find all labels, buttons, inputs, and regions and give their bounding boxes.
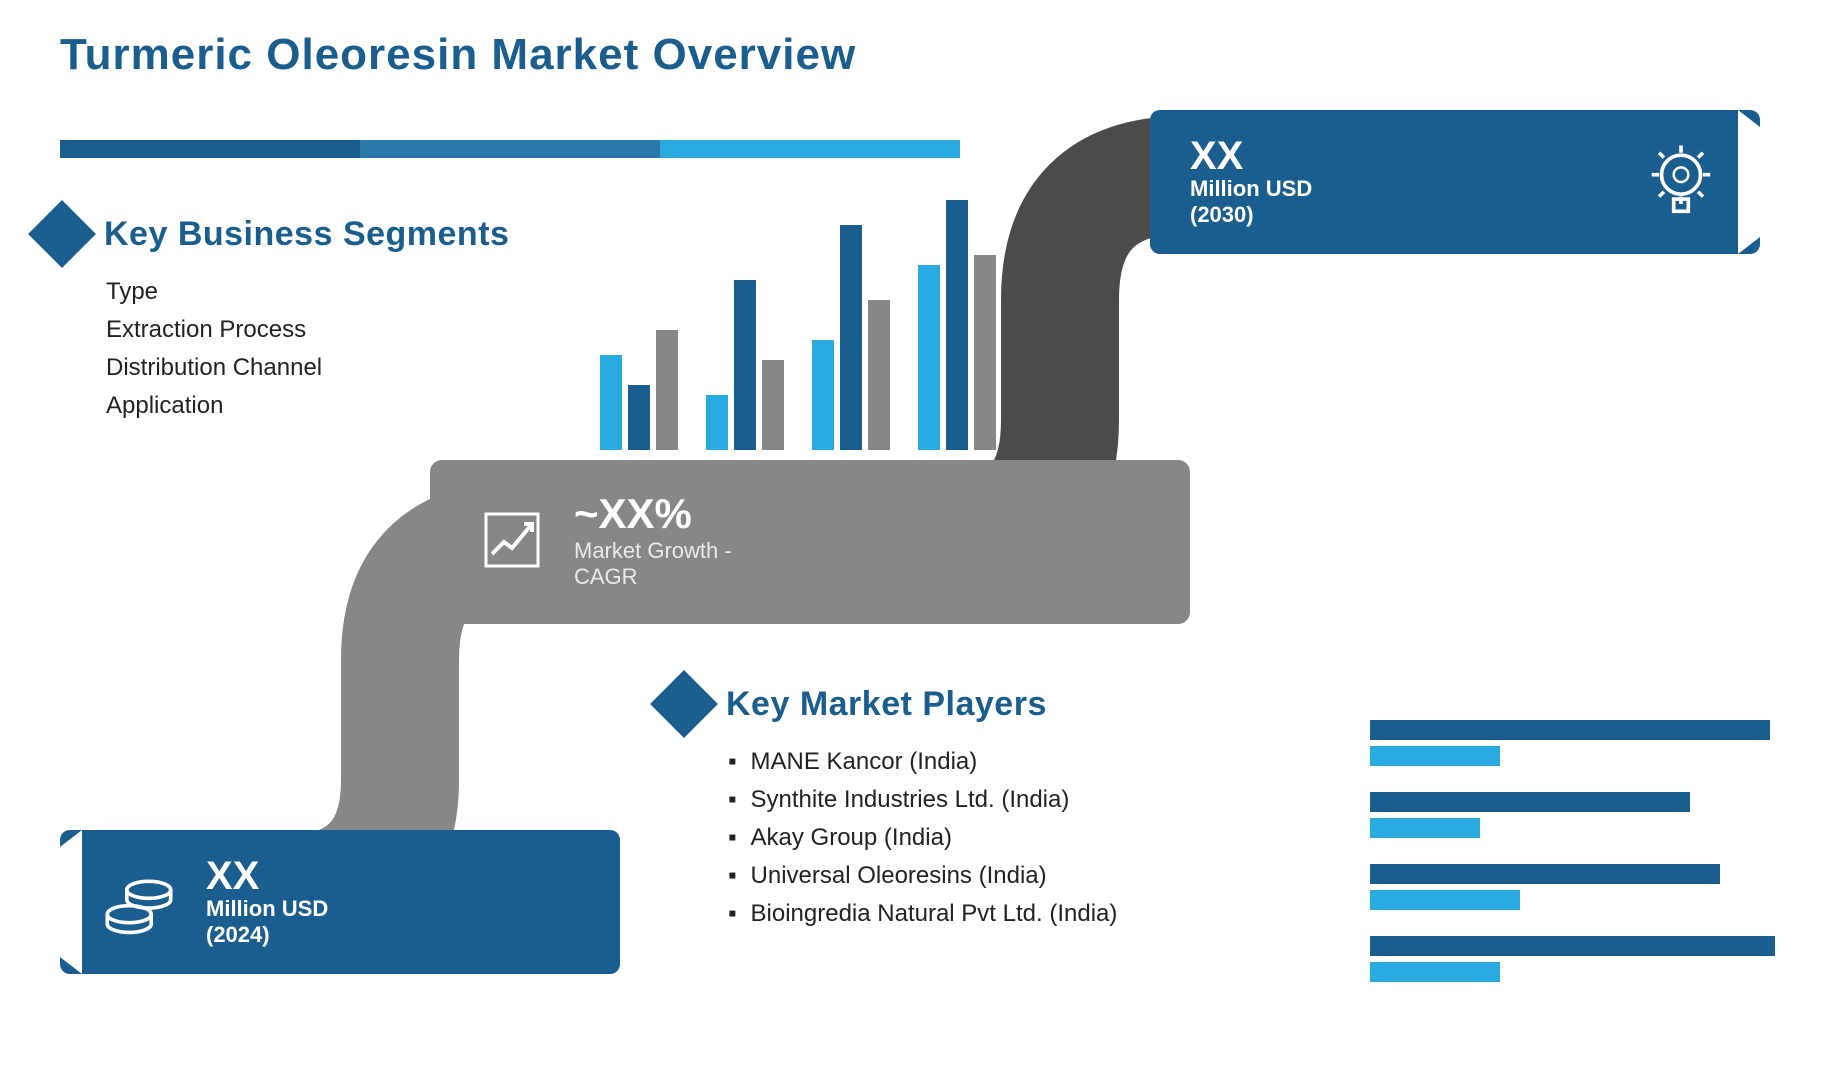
forecast-unit: Million USD	[1190, 176, 1312, 201]
players-list: MANE Kancor (India) Synthite Industries L…	[728, 748, 1300, 928]
key-color-bar	[60, 140, 960, 158]
hbar	[1370, 864, 1720, 884]
cagr-value: ~XX%	[574, 490, 732, 538]
cagr-label-1: Market Growth -	[574, 538, 732, 564]
bar	[600, 355, 622, 450]
hbar-row	[1370, 864, 1790, 910]
bar	[974, 255, 996, 450]
hbar-row	[1370, 720, 1790, 766]
players-heading: Key Market Players	[726, 685, 1047, 724]
bar	[812, 340, 834, 450]
base-unit: Million USD	[206, 896, 328, 921]
hbar	[1370, 818, 1480, 838]
color-bar-segment	[660, 140, 960, 158]
base-value: XX	[206, 856, 328, 896]
players-hbar-chart	[1370, 720, 1790, 982]
page-title: Turmeric Oleoresin Market Overview	[60, 30, 856, 80]
bar-group	[1024, 305, 1110, 450]
cagr-label-2: CAGR	[574, 564, 732, 590]
bar-group	[918, 200, 1004, 450]
segments-list: Type Extraction Process Distribution Chann…	[106, 278, 598, 420]
bar-group	[812, 225, 898, 450]
base-year: (2024)	[206, 922, 270, 947]
hbar	[1370, 962, 1500, 982]
diamond-icon	[650, 670, 718, 738]
bar-group	[706, 280, 792, 450]
bar	[1024, 315, 1046, 450]
bar	[868, 300, 890, 450]
players-heading-row: Key Market Players	[660, 680, 1300, 728]
segments-heading: Key Business Segments	[104, 215, 509, 254]
bar	[762, 360, 784, 450]
bar	[706, 395, 728, 450]
list-item: Akay Group (India)	[728, 824, 1300, 852]
hbar-row	[1370, 936, 1790, 982]
bar	[946, 200, 968, 450]
color-bar-segment	[360, 140, 660, 158]
hbar	[1370, 890, 1520, 910]
coins-icon	[100, 863, 178, 941]
forecast-value: XX	[1190, 136, 1312, 176]
list-item: Type	[106, 278, 598, 306]
bar	[1052, 305, 1074, 450]
players-section: Key Market Players MANE Kancor (India) Sy…	[660, 680, 1300, 938]
bar	[918, 265, 940, 450]
forecast-ribbon: XX Million USD (2030)	[1150, 110, 1760, 254]
list-item: Synthite Industries Ltd. (India)	[728, 786, 1300, 814]
bar-group	[600, 330, 686, 450]
bar	[628, 385, 650, 450]
color-bar-segment	[60, 140, 360, 158]
bar	[656, 330, 678, 450]
bar	[840, 225, 862, 450]
diamond-icon	[28, 200, 96, 268]
list-item: Application	[106, 392, 598, 420]
hbar	[1370, 936, 1775, 956]
hbar-row	[1370, 792, 1790, 838]
hbar	[1370, 792, 1690, 812]
list-item: MANE Kancor (India)	[728, 748, 1300, 776]
hbar	[1370, 720, 1770, 740]
segments-section: Key Business Segments Type Extraction Pro…	[38, 210, 598, 430]
list-item: Universal Oleoresins (India)	[728, 862, 1300, 890]
forecast-year: (2030)	[1190, 202, 1254, 227]
list-item: Distribution Channel	[106, 354, 598, 382]
list-item: Extraction Process	[106, 316, 598, 344]
list-item: Bioingredia Natural Pvt Ltd. (India)	[728, 900, 1300, 928]
lightbulb-gear-icon	[1642, 143, 1720, 221]
base-year-ribbon: XX Million USD (2024)	[60, 830, 620, 974]
bar	[734, 280, 756, 450]
growth-chart-icon	[480, 508, 544, 572]
cagr-band: ~XX% Market Growth - CAGR	[430, 460, 1190, 624]
growth-bar-chart	[600, 180, 1120, 450]
hbar	[1370, 746, 1500, 766]
segments-heading-row: Key Business Segments	[38, 210, 598, 258]
